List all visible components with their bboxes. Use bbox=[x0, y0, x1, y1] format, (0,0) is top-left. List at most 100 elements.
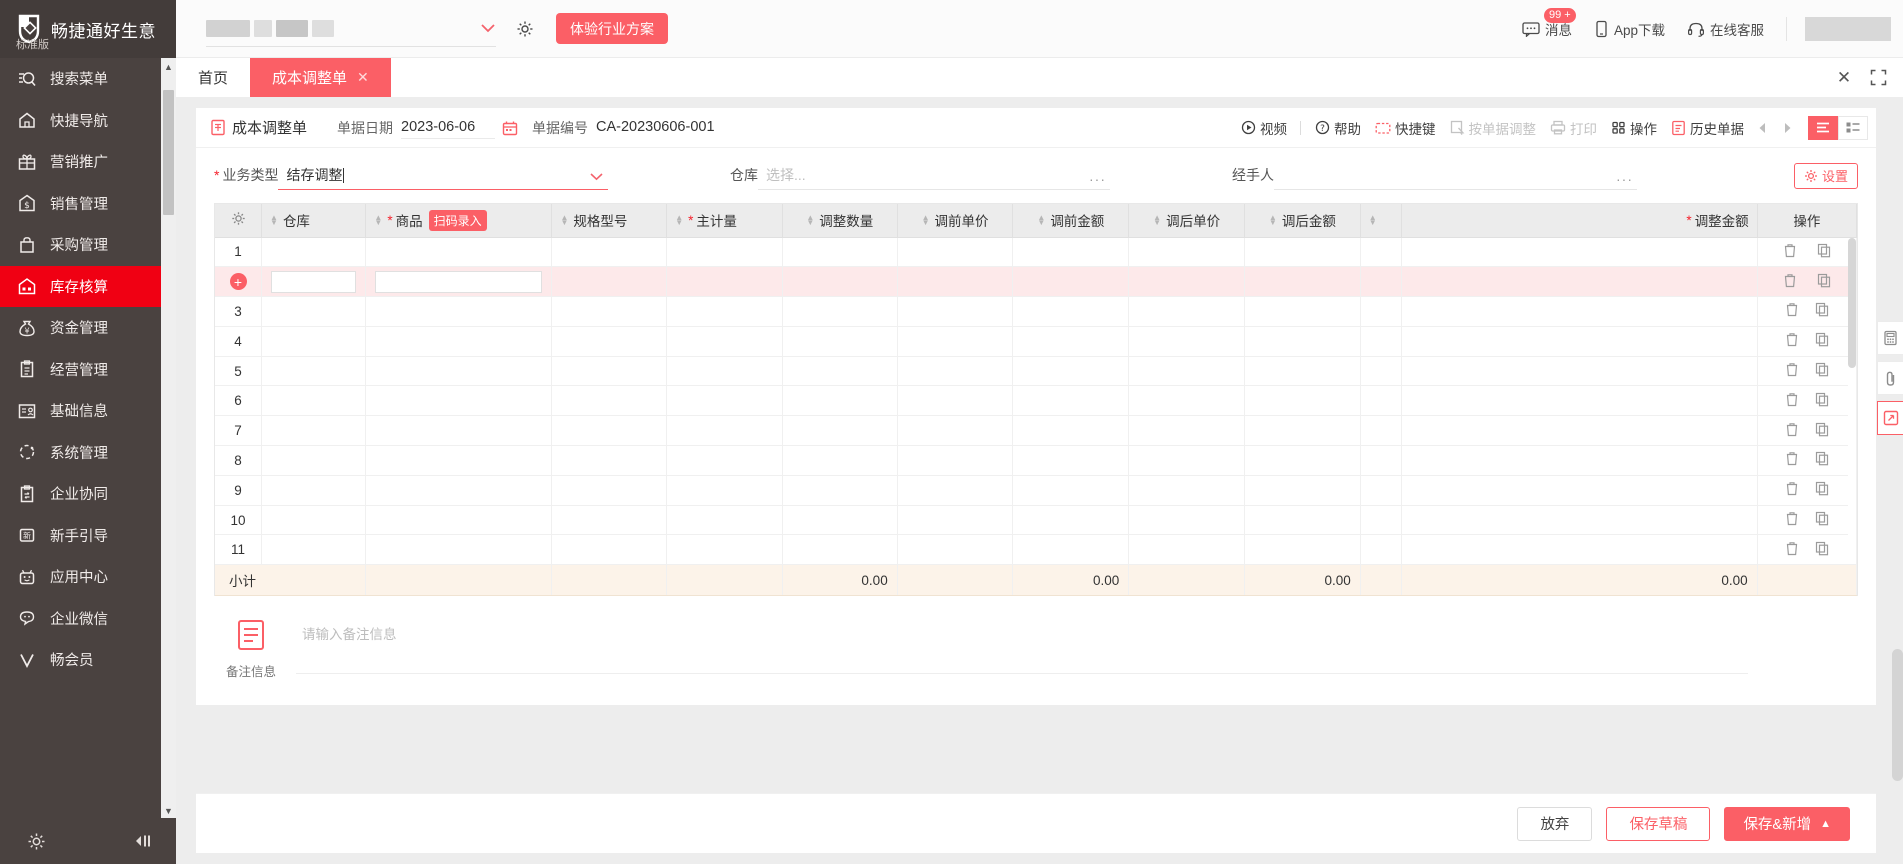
copy-icon[interactable] bbox=[1815, 303, 1829, 320]
column-header-spec[interactable]: ▲ ▼ 规格型号 bbox=[551, 204, 668, 238]
cell-pre-amount[interactable] bbox=[1012, 266, 1130, 298]
cell-adjust-amount[interactable] bbox=[1401, 326, 1758, 357]
chevron-down-icon[interactable] bbox=[480, 21, 496, 36]
column-header-warehouse[interactable]: ▲ ▼ 仓库 bbox=[261, 204, 367, 238]
close-icon[interactable]: ✕ bbox=[357, 69, 369, 85]
cell-warehouse[interactable] bbox=[261, 356, 367, 387]
cell-spec[interactable] bbox=[551, 385, 668, 417]
cell-spec[interactable] bbox=[551, 415, 668, 447]
cell-pre-amount[interactable] bbox=[1012, 475, 1130, 506]
adjust-by-document-button[interactable]: 按单据调整 bbox=[1450, 118, 1536, 138]
copy-icon[interactable] bbox=[1815, 452, 1829, 469]
cell-pre-amount[interactable] bbox=[1012, 326, 1130, 357]
tab-home[interactable]: 首页 bbox=[176, 58, 250, 97]
collapse-sidebar-icon[interactable] bbox=[132, 833, 154, 849]
sidebar-item-search-menu[interactable]: 搜索菜单 bbox=[0, 58, 176, 100]
sidebar-item-应用中心[interactable]: 应用中心 bbox=[0, 556, 176, 598]
cell-post-price[interactable] bbox=[1128, 266, 1245, 298]
sidebar-item-经营管理[interactable]: 经营管理 bbox=[0, 349, 176, 391]
copy-icon[interactable] bbox=[1815, 362, 1829, 380]
warehouse-cell-input[interactable] bbox=[271, 270, 357, 293]
tab-cost-adjustment[interactable]: 成本调整单 ✕ bbox=[250, 58, 391, 97]
cell-pre-price[interactable] bbox=[897, 415, 1014, 447]
cell-product[interactable] bbox=[365, 505, 553, 536]
scrollbar-thumb[interactable] bbox=[1848, 238, 1856, 368]
cell-post-amount[interactable] bbox=[1244, 266, 1361, 298]
expand-arrows-icon[interactable] bbox=[1877, 401, 1903, 435]
gear-icon[interactable] bbox=[26, 831, 47, 852]
cell-pre-amount[interactable] bbox=[1012, 445, 1130, 476]
sidebar-item-销售管理[interactable]: $ 销售管理 bbox=[0, 183, 176, 225]
cell-pre-price[interactable] bbox=[897, 296, 1014, 327]
calendar-icon[interactable] bbox=[502, 120, 518, 136]
gear-icon[interactable] bbox=[231, 211, 246, 229]
cell-adjust-amount[interactable] bbox=[1401, 296, 1758, 327]
sort-arrows-icon[interactable]: ▲ ▼ bbox=[270, 213, 278, 228]
cell-post-amount[interactable] bbox=[1244, 475, 1361, 506]
cell-unit[interactable] bbox=[666, 505, 783, 536]
cell-blank[interactable] bbox=[1360, 237, 1403, 268]
table-row[interactable]: + bbox=[215, 266, 1858, 298]
app-download-button[interactable]: App下载 bbox=[1594, 19, 1665, 39]
sort-arrows-icon[interactable]: ▲ ▼ bbox=[1037, 213, 1046, 228]
table-row[interactable]: 3 bbox=[215, 296, 1858, 327]
cell-spec[interactable] bbox=[551, 505, 668, 536]
cell-post-amount[interactable] bbox=[1244, 385, 1361, 417]
sort-arrows-icon[interactable]: ▲ ▼ bbox=[921, 213, 930, 228]
copy-icon[interactable] bbox=[1815, 333, 1829, 350]
sidebar-item-系统管理[interactable]: 系统管理 bbox=[0, 432, 176, 474]
ellipsis-icon[interactable]: ··· bbox=[1616, 170, 1633, 187]
gear-icon[interactable] bbox=[514, 18, 536, 40]
trash-icon[interactable] bbox=[1785, 452, 1799, 469]
warehouse-input[interactable]: 选择... ··· bbox=[758, 162, 1110, 190]
cell-blank[interactable] bbox=[1360, 475, 1403, 506]
cell-warehouse[interactable] bbox=[261, 326, 367, 357]
list-view-icon[interactable] bbox=[1808, 115, 1838, 140]
copy-icon[interactable] bbox=[1815, 511, 1829, 529]
cell-warehouse[interactable] bbox=[261, 266, 367, 298]
trash-icon[interactable] bbox=[1785, 363, 1799, 380]
cell-spec[interactable] bbox=[551, 356, 668, 387]
online-support-button[interactable]: 在线客服 bbox=[1687, 19, 1764, 39]
sidebar-item-营销推广[interactable]: 营销推广 bbox=[0, 141, 176, 183]
cell-pre-amount[interactable] bbox=[1012, 356, 1130, 387]
business-type-input[interactable]: 结存调整 bbox=[278, 162, 609, 190]
cell-pre-price[interactable] bbox=[897, 385, 1014, 417]
industry-solution-button[interactable]: 体验行业方案 bbox=[556, 13, 668, 44]
chevron-up-icon[interactable]: ▲ bbox=[1820, 817, 1831, 830]
column-header-pre-price[interactable]: ▲ ▼ 调前单价 bbox=[897, 204, 1014, 238]
sort-arrows-icon[interactable]: ▲ ▼ bbox=[675, 213, 684, 228]
close-icon[interactable]: ✕ bbox=[1836, 67, 1852, 87]
sort-arrows-icon[interactable]: ▲ ▼ bbox=[1268, 213, 1277, 228]
table-row[interactable]: 5 bbox=[215, 356, 1858, 387]
cell-unit[interactable] bbox=[666, 385, 783, 417]
cell-spec[interactable] bbox=[551, 475, 668, 506]
cell-post-amount[interactable] bbox=[1244, 415, 1361, 447]
cell-adjust-amount[interactable] bbox=[1401, 534, 1758, 566]
product-cell-input[interactable] bbox=[375, 270, 543, 293]
calculator-icon[interactable] bbox=[1877, 321, 1903, 355]
chevron-down-icon[interactable] bbox=[589, 170, 604, 184]
paperclip-icon[interactable] bbox=[1877, 361, 1903, 395]
cell-adjust-amount[interactable] bbox=[1401, 237, 1758, 268]
cell-post-price[interactable] bbox=[1128, 415, 1245, 447]
cell-blank[interactable] bbox=[1360, 505, 1403, 536]
cell-blank[interactable] bbox=[1360, 326, 1403, 357]
table-row[interactable]: 6 bbox=[215, 385, 1858, 417]
copy-icon[interactable] bbox=[1817, 243, 1831, 261]
sort-arrows-icon[interactable]: ▲ ▼ bbox=[806, 213, 815, 228]
column-config-header[interactable] bbox=[215, 204, 263, 238]
company-selector[interactable] bbox=[206, 11, 496, 47]
cell-adjust-qty[interactable] bbox=[782, 505, 898, 536]
cell-spec[interactable] bbox=[551, 445, 668, 476]
cell-adjust-qty[interactable] bbox=[782, 266, 898, 298]
cell-warehouse[interactable] bbox=[261, 237, 367, 268]
operations-button[interactable]: 操作 bbox=[1611, 118, 1657, 138]
settings-button[interactable]: 设置 bbox=[1793, 162, 1858, 189]
trash-icon[interactable] bbox=[1783, 273, 1801, 291]
cell-pre-price[interactable] bbox=[897, 266, 1014, 298]
cell-post-price[interactable] bbox=[1128, 296, 1245, 327]
table-row[interactable]: 9 bbox=[215, 475, 1858, 506]
copy-icon[interactable] bbox=[1815, 541, 1829, 559]
cell-spec[interactable] bbox=[551, 326, 668, 357]
